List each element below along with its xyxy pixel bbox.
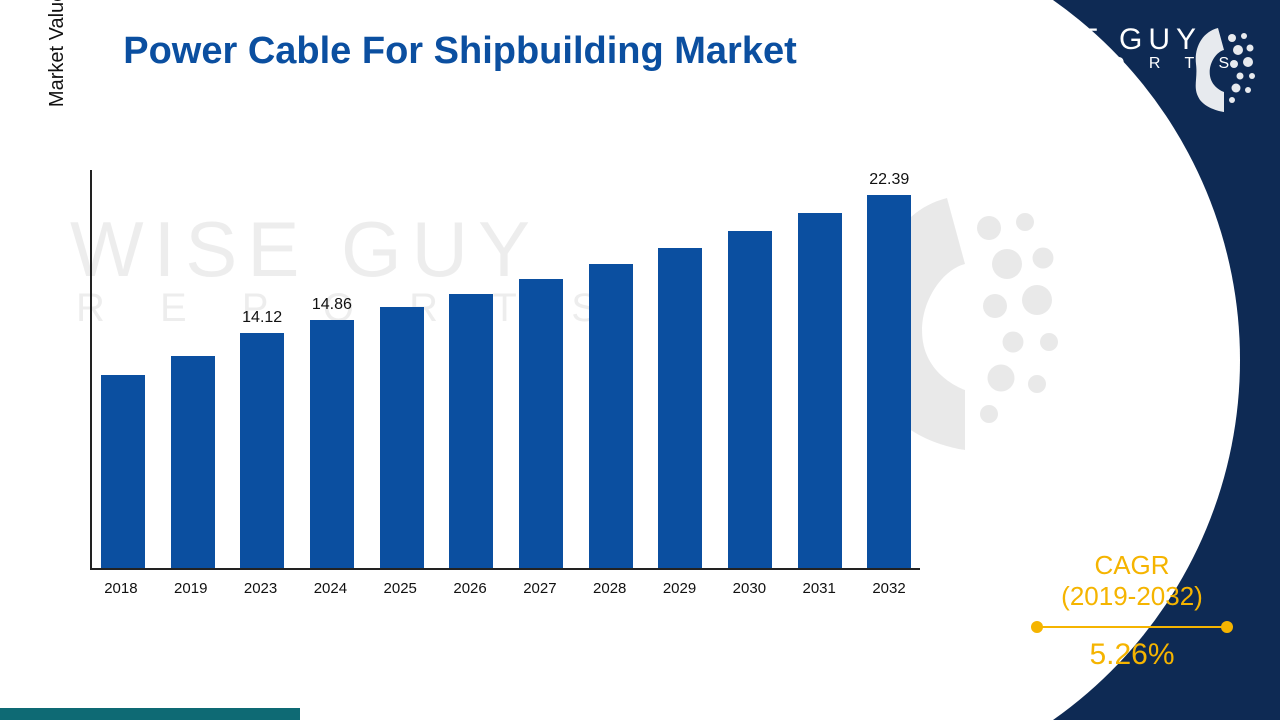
x-tick-label: 2027	[517, 574, 563, 600]
x-tick-label: 2019	[168, 574, 214, 600]
bar-2023: 14.12	[239, 309, 285, 568]
cagr-label-2: (2019-2032)	[1012, 581, 1252, 612]
bar-2025	[379, 283, 425, 568]
x-tick-label: 2023	[238, 574, 284, 600]
bar-2031	[797, 189, 843, 568]
bar-2026	[448, 270, 494, 568]
bar	[798, 213, 842, 568]
bar-2018	[100, 351, 146, 568]
bar	[589, 264, 633, 568]
x-tick-label: 2024	[307, 574, 353, 600]
bars-container: 14.12 14.86 22.39	[92, 170, 920, 568]
x-tick-label: 2018	[98, 574, 144, 600]
bar	[728, 231, 772, 568]
x-tick-label: 2029	[657, 574, 703, 600]
bar-value-label: 14.12	[242, 309, 282, 329]
bar-2027	[518, 255, 564, 568]
bar-2028	[588, 240, 634, 568]
chart-title: Power Cable For Shipbuilding Market	[0, 30, 920, 73]
bar-chart: 14.12 14.86 22.39 2018 2019 2023 2024 2025 2026…	[90, 170, 920, 600]
bar-2024: 14.86	[309, 296, 355, 568]
footer-accent-bar	[0, 708, 300, 720]
bar-2029	[657, 224, 703, 568]
bar	[240, 333, 284, 568]
x-tick-label: 2031	[796, 574, 842, 600]
bar	[449, 294, 493, 568]
cagr-block: CAGR (2019-2032) 5.26%	[1012, 550, 1252, 672]
bar-value-label: 14.86	[312, 296, 352, 316]
x-axis-labels: 2018 2019 2023 2024 2025 2026 2027 2028 2029 2030…	[90, 574, 920, 600]
brand-head-icon	[1188, 22, 1260, 112]
cagr-divider	[1037, 626, 1227, 628]
bar-2030	[727, 207, 773, 568]
bar-2019	[170, 332, 216, 568]
y-axis-label: Market Value in USD Billion	[46, 0, 69, 190]
x-tick-label: 2032	[866, 574, 912, 600]
bar	[519, 279, 563, 568]
x-tick-label: 2025	[377, 574, 423, 600]
bar-2032: 22.39	[866, 171, 912, 568]
bar-value-label: 22.39	[869, 171, 909, 191]
cagr-value: 5.26%	[1012, 638, 1252, 672]
x-tick-label: 2028	[587, 574, 633, 600]
bar	[310, 320, 354, 568]
x-tick-label: 2026	[447, 574, 493, 600]
x-tick-label: 2030	[726, 574, 772, 600]
bar	[867, 195, 911, 568]
bar	[658, 248, 702, 568]
cagr-label-1: CAGR	[1012, 550, 1252, 581]
page: WISE GUY R E P O R T S WISE GUY R E P O …	[0, 0, 1280, 720]
bar	[171, 356, 215, 568]
plot-area: 14.12 14.86 22.39	[90, 170, 920, 570]
bar	[380, 307, 424, 568]
bar	[101, 375, 145, 568]
